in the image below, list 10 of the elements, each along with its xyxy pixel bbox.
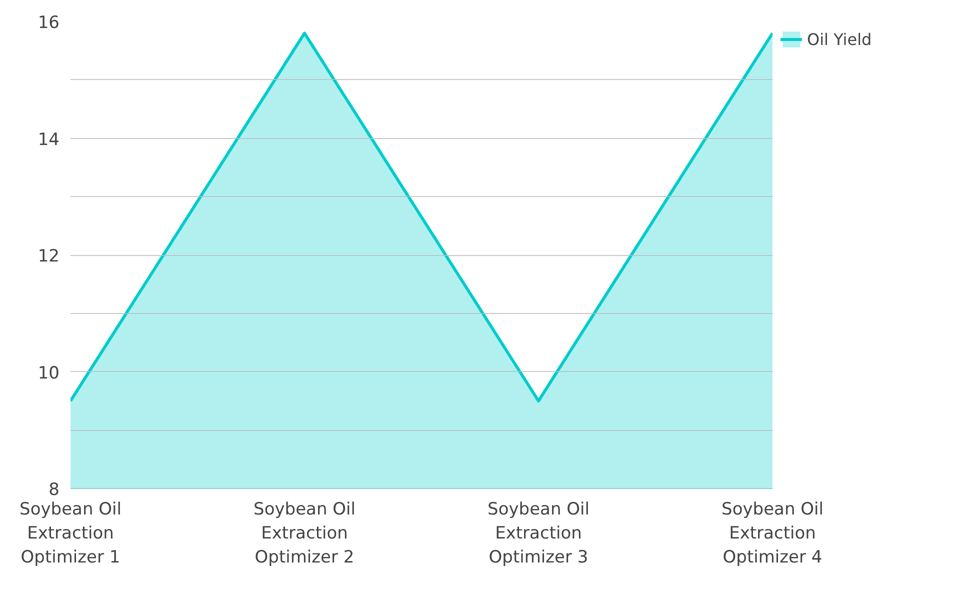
legend-label: Oil Yield bbox=[807, 30, 872, 48]
y-tick-label: 10 bbox=[38, 363, 60, 384]
y-tick-label: 8 bbox=[48, 480, 60, 500]
y-tick-label: 14 bbox=[38, 130, 60, 150]
x-tick-label: Soybean Oil Extraction Optimizer 3 bbox=[488, 500, 590, 568]
x-tick-label: Soybean Oil Extraction Optimizer 2 bbox=[254, 500, 356, 568]
y-tick-label: 16 bbox=[38, 13, 60, 33]
y-tick-label: 12 bbox=[38, 246, 60, 266]
x-tick-label: Soybean Oil Extraction Optimizer 4 bbox=[722, 500, 824, 568]
x-tick-label: Soybean Oil Extraction Optimizer 1 bbox=[20, 500, 122, 568]
